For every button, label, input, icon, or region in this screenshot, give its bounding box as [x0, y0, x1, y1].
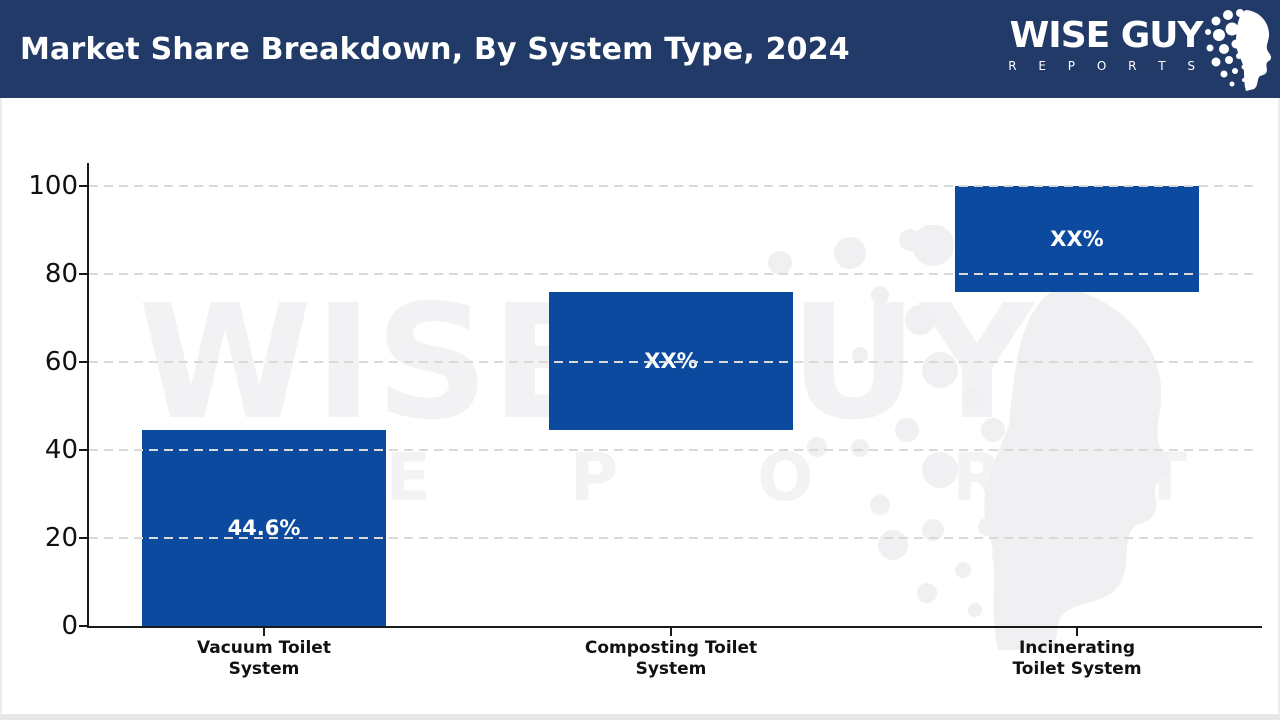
logo-subtext: R E P O R T S	[1008, 59, 1204, 73]
bar-value-label: XX%	[1050, 226, 1104, 251]
x-tick-mark	[1076, 628, 1078, 636]
x-tick-mark	[670, 628, 672, 636]
category-label: Composting Toilet System	[584, 638, 758, 679]
y-tick-mark	[79, 273, 87, 275]
header-banner: Market Share Breakdown, By System Type, …	[0, 0, 1280, 98]
y-tick-mark	[79, 449, 87, 451]
x-axis-line	[87, 626, 1262, 628]
content-frame	[0, 98, 1280, 714]
bar-value-label: XX%	[644, 348, 698, 373]
category-label: Vacuum Toilet System	[197, 638, 331, 679]
chart-title: Market Share Breakdown, By System Type, …	[20, 31, 850, 67]
gridline-80	[89, 273, 1258, 275]
bar-segment: 44.6%	[142, 429, 386, 626]
gridline-40	[89, 449, 1258, 451]
gridline-60	[89, 361, 1258, 363]
y-tick-label: 100	[28, 171, 78, 201]
y-tick-mark	[79, 537, 87, 539]
bar-value-label: 44.6%	[227, 515, 301, 540]
y-tick-mark	[79, 185, 87, 187]
y-tick-mark	[79, 361, 87, 363]
bar-segment: XX%	[955, 186, 1199, 292]
gridline-20	[89, 537, 1258, 539]
y-tick-label: 20	[44, 523, 78, 553]
bar-segment: XX%	[549, 291, 793, 430]
wise-guy-reports-logo: WISE GUY R E P O R T S	[1008, 0, 1272, 98]
y-axis-line	[87, 163, 89, 628]
y-tick-mark	[79, 625, 87, 627]
watermark-dotted-face	[768, 225, 1171, 650]
bottom-strip	[0, 714, 1280, 720]
logo-dotted-face-icon	[1205, 9, 1272, 91]
y-tick-label: 0	[61, 611, 78, 641]
gridline-100	[89, 185, 1258, 187]
x-tick-mark	[263, 628, 265, 636]
y-tick-label: 40	[44, 435, 78, 465]
y-tick-label: 60	[44, 347, 78, 377]
y-tick-label: 80	[44, 259, 78, 289]
category-label: Incinerating Toilet System	[1012, 638, 1142, 679]
logo-text: WISE GUY R E P O R T S	[1008, 16, 1204, 74]
logo-wordmark: WISE GUY	[1009, 15, 1204, 56]
